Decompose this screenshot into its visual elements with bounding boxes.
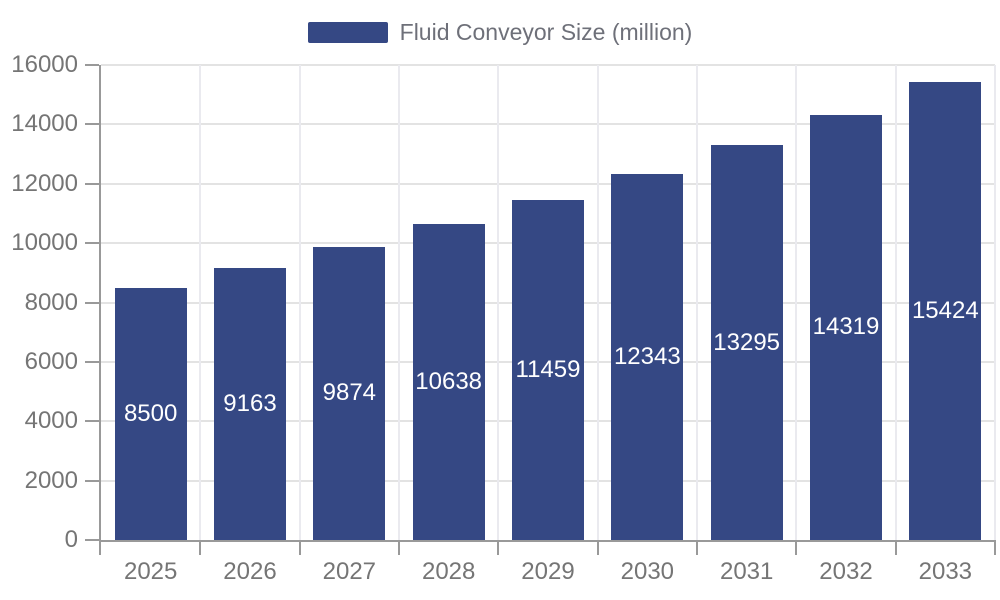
x-tick bbox=[596, 540, 599, 555]
legend[interactable]: Fluid Conveyor Size (million) bbox=[0, 19, 1000, 45]
bar-value-label: 13295 bbox=[713, 328, 781, 356]
x-tick bbox=[696, 540, 698, 555]
y-axis-label: 8000 bbox=[24, 288, 78, 316]
bar-value-label: 12343 bbox=[613, 342, 681, 370]
y-tick bbox=[85, 479, 99, 482]
x-tick bbox=[298, 540, 301, 555]
y-tick bbox=[85, 123, 99, 126]
gridline-vertical bbox=[696, 65, 698, 540]
bar-value-label: 11459 bbox=[515, 355, 581, 383]
bar: 11459 bbox=[512, 199, 584, 540]
gridline-vertical bbox=[199, 65, 202, 540]
bar: 10638 bbox=[412, 224, 485, 540]
x-axis-line bbox=[101, 540, 995, 542]
gridline-vertical bbox=[596, 65, 599, 540]
y-tick bbox=[85, 420, 99, 423]
x-axis-label: 2029 bbox=[521, 558, 575, 585]
legend-label: Fluid Conveyor Size (million) bbox=[399, 19, 693, 45]
bar: 15424 bbox=[909, 82, 982, 540]
y-tick bbox=[85, 242, 99, 245]
y-axis-label: 2000 bbox=[24, 466, 78, 494]
bar-value-label: 9163 bbox=[223, 389, 277, 417]
gridline-vertical bbox=[497, 65, 500, 540]
gridline-horizontal bbox=[101, 123, 995, 126]
bar-value-label: 10638 bbox=[415, 368, 483, 396]
bar-value-label: 14319 bbox=[812, 313, 880, 341]
bar-value-label: 9874 bbox=[322, 379, 377, 407]
x-axis-label: 2033 bbox=[918, 558, 973, 585]
bar: 9163 bbox=[214, 267, 286, 540]
y-tick bbox=[85, 64, 99, 66]
gridline-vertical bbox=[795, 65, 798, 540]
y-tick bbox=[85, 301, 99, 304]
x-axis-label: 2026 bbox=[223, 558, 277, 585]
bar: 12343 bbox=[611, 173, 684, 540]
y-axis-label: 12000 bbox=[11, 169, 78, 197]
y-axis-label: 16000 bbox=[11, 51, 78, 78]
x-tick bbox=[99, 540, 101, 555]
y-tick bbox=[85, 360, 99, 363]
gridline-vertical bbox=[994, 65, 996, 540]
bar: 8500 bbox=[114, 287, 187, 540]
y-axis-label: 10000 bbox=[11, 229, 78, 257]
y-axis-label: 0 bbox=[64, 526, 78, 553]
gridline-horizontal bbox=[101, 182, 995, 185]
gridline-vertical bbox=[894, 65, 897, 540]
x-axis-label: 2030 bbox=[620, 558, 675, 585]
x-tick bbox=[199, 540, 202, 555]
gridline-horizontal bbox=[101, 64, 995, 66]
y-axis-line bbox=[99, 65, 101, 540]
x-tick bbox=[795, 540, 798, 555]
bar: 14319 bbox=[810, 114, 882, 540]
y-tick bbox=[85, 182, 99, 185]
legend-swatch bbox=[307, 22, 388, 43]
x-tick bbox=[894, 540, 897, 555]
gridline-vertical bbox=[298, 65, 301, 540]
x-tick bbox=[398, 540, 400, 555]
bar-value-label: 15424 bbox=[911, 297, 979, 325]
x-axis-label: 2027 bbox=[322, 558, 377, 585]
y-tick bbox=[85, 539, 99, 541]
bar: 13295 bbox=[710, 145, 783, 540]
x-axis-label: 2032 bbox=[819, 558, 873, 585]
gridline-vertical bbox=[398, 65, 400, 540]
x-axis-label: 2028 bbox=[421, 558, 476, 585]
bar: 9874 bbox=[313, 246, 386, 540]
x-axis-label: 2031 bbox=[719, 558, 774, 585]
y-axis-label: 6000 bbox=[24, 347, 78, 375]
y-axis-label: 14000 bbox=[11, 110, 78, 138]
x-tick bbox=[497, 540, 500, 555]
x-tick bbox=[994, 540, 996, 555]
x-axis-label: 2025 bbox=[123, 558, 178, 585]
y-axis-label: 4000 bbox=[24, 407, 78, 435]
bar-value-label: 8500 bbox=[123, 399, 178, 427]
